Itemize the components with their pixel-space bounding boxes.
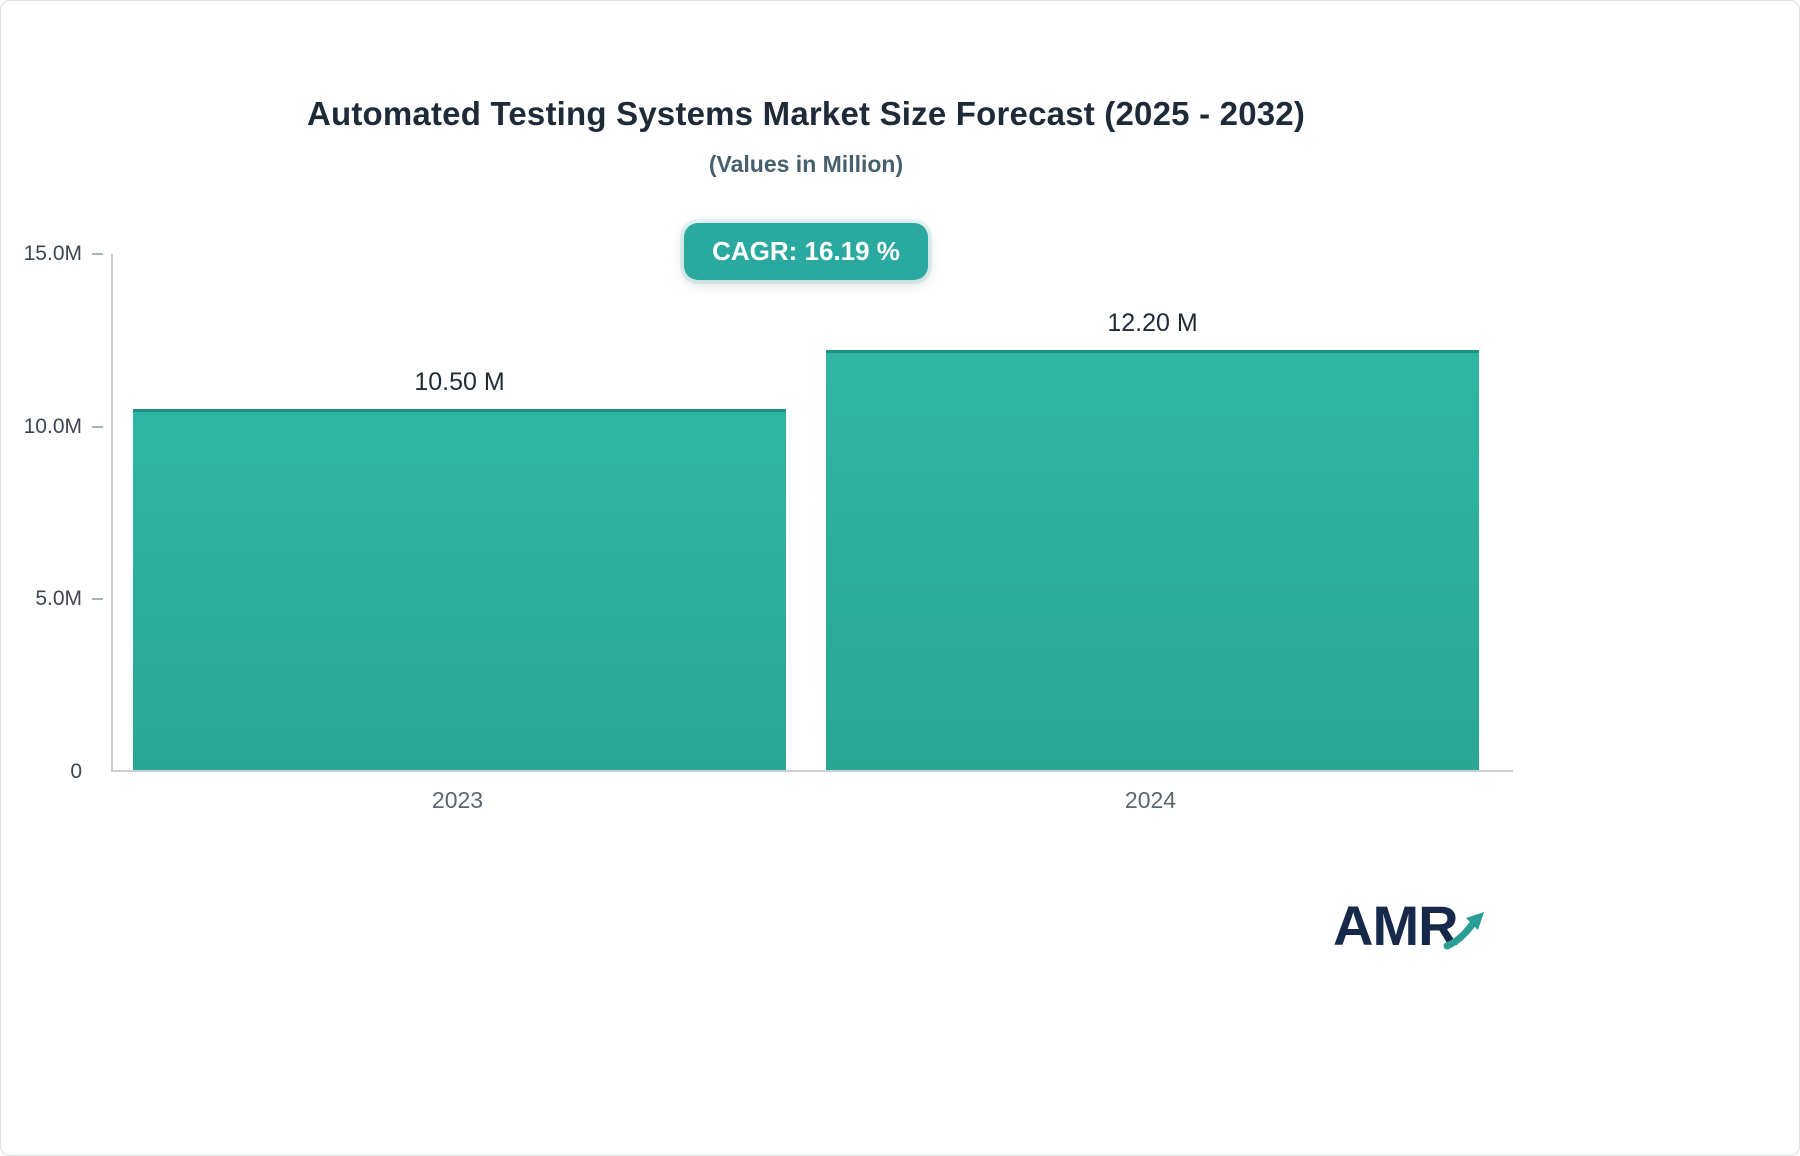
y-axis-tick-mark: [92, 598, 103, 601]
y-axis-tick-mark: [92, 425, 103, 428]
cagr-badge: CAGR: 16.19 %: [684, 223, 928, 280]
bar-group: 10.50 M: [133, 254, 786, 770]
amr-logo: AMR: [1333, 893, 1488, 958]
chart-title: Automated Testing Systems Market Size Fo…: [306, 95, 1306, 132]
y-axis-tick-label: 15.0M: [23, 242, 82, 265]
y-axis-tick: 5.0M: [1, 587, 103, 611]
x-axis-label: 2023: [431, 787, 484, 813]
bar-value-label: 12.20 M: [1107, 309, 1198, 338]
bar-2023: [133, 408, 786, 770]
bar-2024: [826, 350, 1479, 770]
y-axis-tick-label: 0: [70, 760, 82, 783]
bar-group: 12.20 M: [826, 254, 1479, 770]
logo-arrow-icon: [1443, 911, 1484, 949]
bar-value-label: 10.50 M: [414, 367, 505, 396]
y-axis-tick: 10.0M: [1, 415, 103, 439]
y-axis: 15.0M 10.0M 5.0M 0: [1, 242, 103, 783]
amr-logo-text: AMR: [1333, 894, 1459, 957]
y-axis-tick-label: 5.0M: [35, 587, 82, 611]
x-axis-label: 2024: [1124, 787, 1177, 813]
x-axis-labels: 2023 2024: [111, 787, 1513, 814]
y-axis-tick-mark: [92, 253, 103, 255]
y-axis-tick: 15.0M: [1, 242, 103, 266]
badge-row: CAGR: 16.19 %: [1, 223, 1611, 280]
y-axis-tick: 0: [1, 760, 103, 784]
plot-area: 10.50 M 12.20 M: [111, 254, 1513, 772]
chart-subtitle: (Values in Million): [708, 151, 904, 177]
y-axis-tick-label: 10.0M: [23, 414, 82, 438]
